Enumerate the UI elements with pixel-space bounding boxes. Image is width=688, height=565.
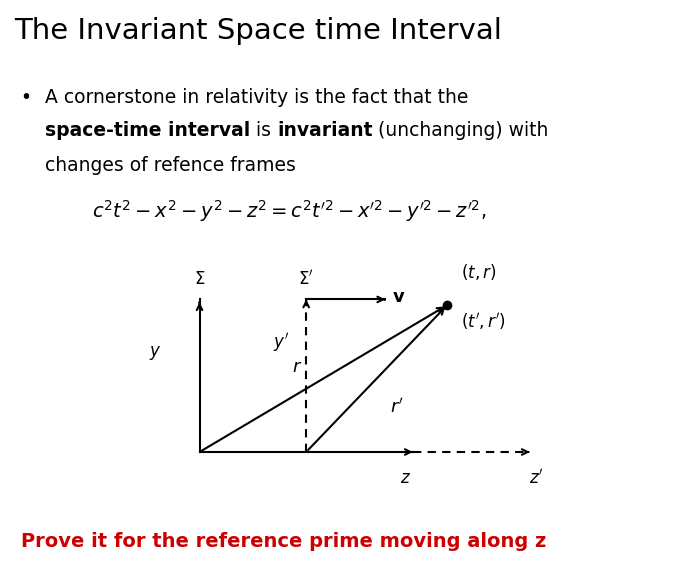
Text: $c^2t^2 - x^2 - y^2 - z^2 = c^2t^{\prime2} - x^{\prime2} - y^{\prime2} - z^{\pri: $c^2t^2 - x^2 - y^2 - z^2 = c^2t^{\prime… bbox=[92, 198, 486, 224]
Text: $z'$: $z'$ bbox=[529, 469, 544, 488]
Text: $(t, r)$: $(t, r)$ bbox=[461, 263, 497, 282]
Text: The Invariant Space time Interval: The Invariant Space time Interval bbox=[14, 17, 502, 45]
Text: invariant: invariant bbox=[277, 121, 372, 141]
Text: $\Sigma$: $\Sigma$ bbox=[194, 270, 205, 288]
Text: $\Sigma'$: $\Sigma'$ bbox=[299, 269, 314, 288]
Text: $\mathbf{v}$: $\mathbf{v}$ bbox=[392, 288, 406, 306]
Text: •: • bbox=[21, 88, 32, 107]
Text: Prove it for the reference prime moving along z: Prove it for the reference prime moving … bbox=[21, 532, 546, 551]
Text: changes of refence frames: changes of refence frames bbox=[45, 156, 296, 175]
Text: $y'$: $y'$ bbox=[273, 331, 289, 354]
Text: $y$: $y$ bbox=[149, 344, 162, 362]
Text: A cornerstone in relativity is the fact that the: A cornerstone in relativity is the fact … bbox=[45, 88, 468, 107]
Text: (unchanging) with: (unchanging) with bbox=[372, 121, 549, 141]
Text: $r'$: $r'$ bbox=[391, 397, 404, 416]
Text: space-time interval: space-time interval bbox=[45, 121, 250, 141]
Text: $(t', r')$: $(t', r')$ bbox=[461, 311, 506, 332]
Text: is: is bbox=[250, 121, 277, 141]
Text: $r$: $r$ bbox=[292, 358, 303, 376]
Text: $z$: $z$ bbox=[400, 469, 411, 487]
